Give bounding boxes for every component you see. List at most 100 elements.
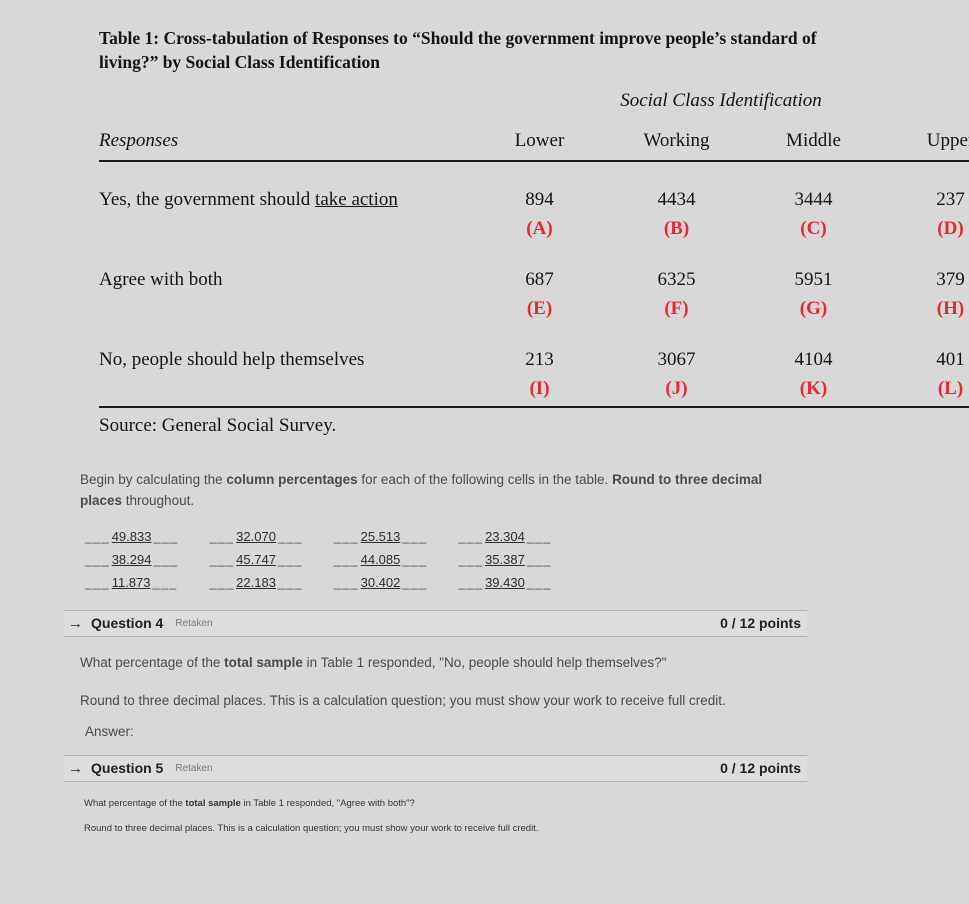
arrow-right-icon: → xyxy=(68,614,83,632)
table-cell: 687 (E) xyxy=(471,266,608,322)
blank-dashes: ___ xyxy=(277,574,303,590)
column-percentages-grid: ___ 49.833 ___ ___ 32.070 ___ ___ 25.513 ___ _… xyxy=(85,528,969,597)
cell-letter: (D) xyxy=(937,218,964,239)
percentage-blank: ___ 39.430 ___ xyxy=(458,575,578,590)
table-cell: 5951 (G) xyxy=(745,266,882,322)
table-cell: 4434 (B) xyxy=(608,186,745,242)
table-source: Source: General Social Survey. xyxy=(99,415,337,436)
blank-dashes: ___ xyxy=(333,551,359,567)
table-body: Yes, the government should take action 8… xyxy=(99,162,969,408)
quiz-review-page: Table 1: Cross-tabulation of Responses t… xyxy=(0,0,969,836)
blank-dashes: ___ xyxy=(458,551,484,567)
question5-header[interactable]: → Question 5 Retaken 0 / 12 points xyxy=(64,754,807,782)
table-title-line1: Table 1: Cross-tabulation of Responses t… xyxy=(99,28,817,48)
cell-value: 401 xyxy=(936,349,965,370)
cell-letter: (B) xyxy=(663,218,690,239)
blank-dashes: ___ xyxy=(333,574,359,590)
cell-letter: (K) xyxy=(799,378,828,399)
question4-text: What percentage of the total sample in T… xyxy=(80,654,667,670)
instructions-text: Begin by calculating the column percenta… xyxy=(80,472,763,508)
cell-value: 4434 xyxy=(657,189,696,210)
blank-dashes: ___ xyxy=(458,528,484,544)
cell-letter: (I) xyxy=(529,378,550,399)
cell-letter: (E) xyxy=(526,298,553,319)
cell-letter: (L) xyxy=(937,378,964,399)
blank-value: 38.294 xyxy=(111,551,152,567)
question5-points: 0 / 12 points xyxy=(720,760,801,777)
cell-value: 4104 xyxy=(794,349,833,370)
table-title-line2: living?” by Social Class Identification xyxy=(99,52,381,72)
blank-value: 44.085 xyxy=(360,551,401,567)
table-row: Agree with both 687 (E) 6325 (F) 5951 (G… xyxy=(99,242,969,322)
percentage-blank: ___ 38.294 ___ xyxy=(85,552,205,567)
cell-value: 237 xyxy=(936,189,965,210)
column-header-working: Working xyxy=(643,130,710,151)
question4-header[interactable]: → Question 4 Retaken 0 / 12 points xyxy=(64,609,807,637)
blank-value: 23.304 xyxy=(485,528,525,544)
blank-dashes: ___ xyxy=(152,574,178,590)
table-title: Table 1: Cross-tabulation of Responses t… xyxy=(99,26,969,74)
blank-value: 22.183 xyxy=(236,574,276,590)
cell-value: 213 xyxy=(525,349,554,370)
question5-section: → Question 5 Retaken 0 / 12 points What … xyxy=(0,754,969,836)
blank-value: 49.833 xyxy=(111,528,152,544)
blank-dashes: ___ xyxy=(277,551,303,567)
table-cell: 6325 (F) xyxy=(608,266,745,322)
percentage-blank: ___ 22.183 ___ xyxy=(209,575,329,590)
blank-value: 35.387 xyxy=(485,551,525,567)
cell-letter: (F) xyxy=(664,298,689,319)
blank-value: 25.513 xyxy=(360,528,401,544)
column-header-lower: Lower xyxy=(514,130,565,151)
blank-dashes: ___ xyxy=(526,551,552,567)
percentage-blank: ___ 25.513 ___ xyxy=(334,529,454,544)
answer-label: Answer: xyxy=(85,723,134,739)
group-header: Social Class Identification xyxy=(620,90,822,111)
blank-dashes: ___ xyxy=(277,528,303,544)
cell-value: 687 xyxy=(525,269,554,290)
blank-dashes: ___ xyxy=(85,574,110,590)
blank-dashes: ___ xyxy=(85,551,110,567)
blank-value: 11.873 xyxy=(111,574,151,590)
blank-dashes: ___ xyxy=(458,574,484,590)
cell-letter: (J) xyxy=(665,378,688,399)
blank-dashes: ___ xyxy=(153,551,179,567)
percentage-blank: ___ 35.387 ___ xyxy=(458,552,578,567)
blank-value: 32.070 xyxy=(236,528,276,544)
question5-title: Question 5 xyxy=(91,760,164,777)
row-label: Agree with both xyxy=(99,269,223,290)
blank-dashes: ___ xyxy=(526,574,552,590)
answer-grid-row: ___ 49.833 ___ ___ 32.070 ___ ___ 25.513 ___ _… xyxy=(85,528,969,551)
blank-value: 45.747 xyxy=(236,551,276,567)
blank-value: 30.402 xyxy=(360,574,401,590)
question5-text: What percentage of the total sample in T… xyxy=(84,797,415,809)
cell-letter: (A) xyxy=(526,218,553,239)
table-row: No, people should help themselves 213 (I… xyxy=(99,322,969,402)
cell-value: 6325 xyxy=(657,269,696,290)
blank-dashes: ___ xyxy=(209,574,235,590)
table1-section: Table 1: Cross-tabulation of Responses t… xyxy=(99,0,969,438)
table-cell: 213 (I) xyxy=(471,346,608,402)
cell-letter: (H) xyxy=(936,298,965,319)
percentage-blank: ___ 49.833 ___ xyxy=(85,529,205,544)
percentage-blank: ___ 45.747 ___ xyxy=(209,552,329,567)
blank-dashes: ___ xyxy=(402,528,428,544)
table-cell: 4104 (K) xyxy=(745,346,882,402)
row-label: No, people should help themselves xyxy=(99,349,365,370)
question4-points: 0 / 12 points xyxy=(720,615,801,632)
cell-letter: (G) xyxy=(799,298,828,319)
table-cell: 894 (A) xyxy=(471,186,608,242)
table-cell: 3067 (J) xyxy=(608,346,745,402)
percentage-blank: ___ 11.873 ___ xyxy=(85,575,205,590)
arrow-right-icon: → xyxy=(68,759,83,777)
column-header-upper: Upper xyxy=(926,130,969,151)
cell-value: 3444 xyxy=(794,189,833,210)
blank-dashes: ___ xyxy=(85,528,110,544)
blank-dashes: ___ xyxy=(209,551,235,567)
question5-note: Round to three decimal places. This is a… xyxy=(84,822,539,834)
answer-grid-row: ___ 38.294 ___ ___ 45.747 ___ ___ 44.085 ___ _… xyxy=(85,551,969,574)
cell-value: 3067 xyxy=(657,349,696,370)
row-label: Yes, the government should take action xyxy=(99,189,398,210)
blank-dashes: ___ xyxy=(153,528,179,544)
percentage-blank: ___ 44.085 ___ xyxy=(334,552,454,567)
percentage-blank: ___ 23.304 ___ xyxy=(458,529,578,544)
